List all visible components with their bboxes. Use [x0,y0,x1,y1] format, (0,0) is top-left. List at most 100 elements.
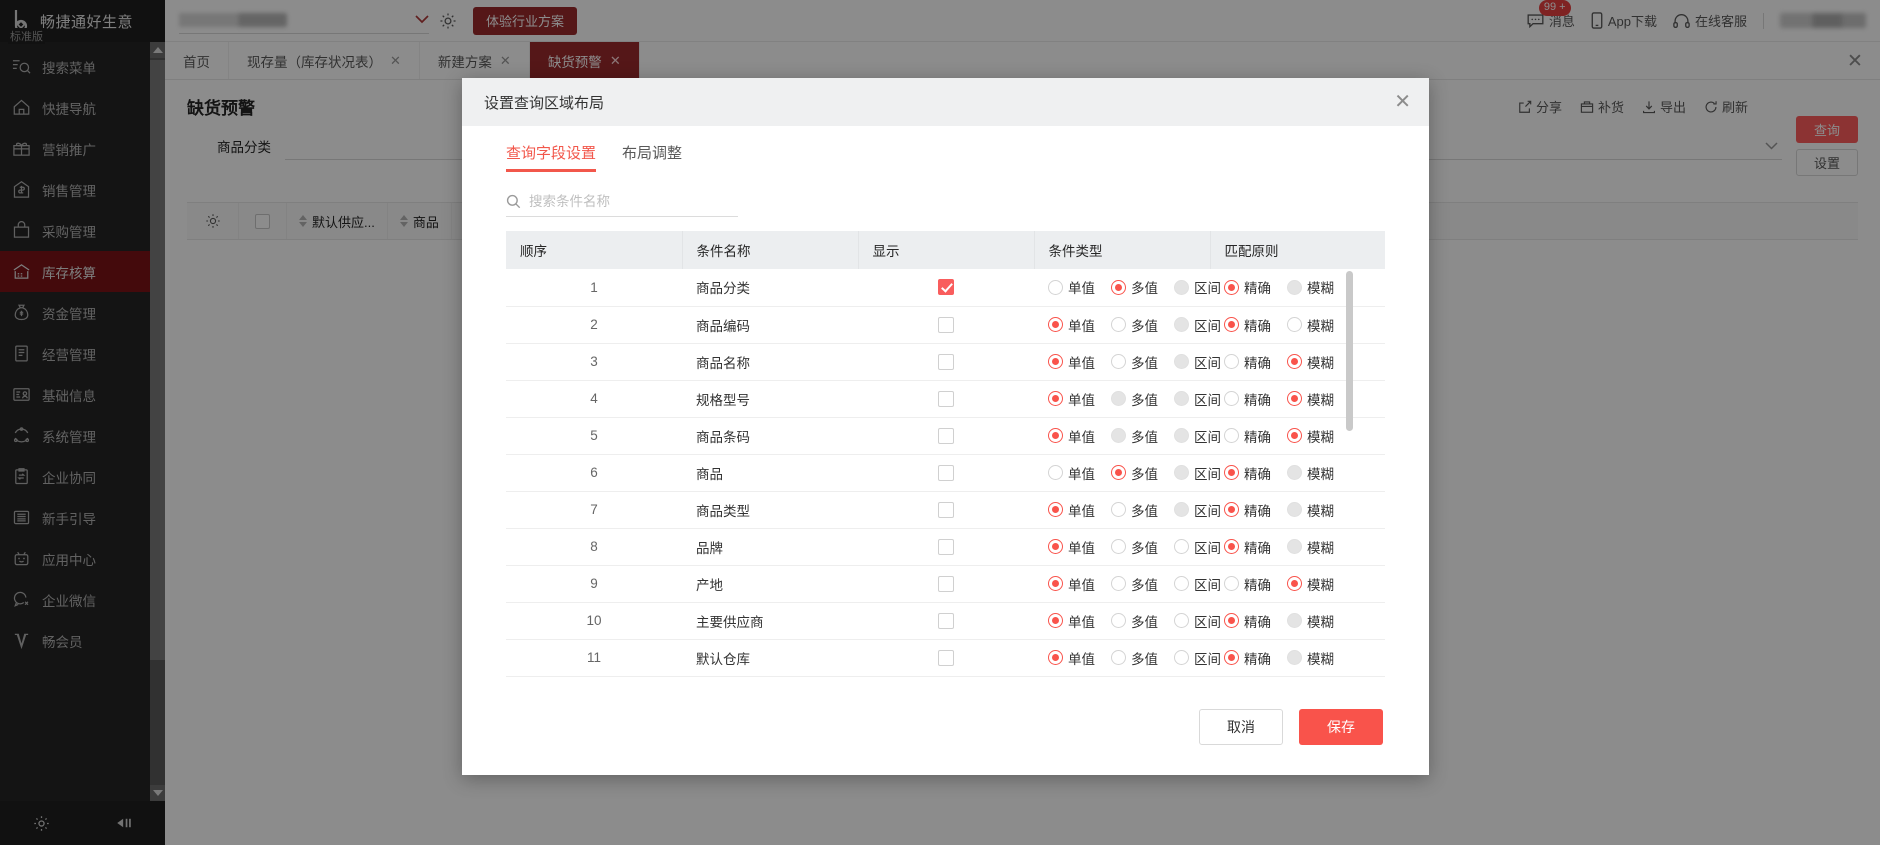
type-option-2[interactable]: 多值 [1111,277,1158,297]
sidebar-item-10[interactable]: 系统管理 [0,415,165,456]
gear-icon[interactable] [0,815,83,832]
sidebar-item-6[interactable]: 库存核算 [0,251,165,292]
export-tool[interactable]: 导出 [1642,97,1686,116]
user-name-redacted[interactable] [1780,13,1866,28]
sidebar-item-15[interactable]: 畅会员 [0,620,165,661]
type-option-3[interactable]: 区间 [1174,426,1221,446]
row-show-cell[interactable] [858,528,1034,566]
rule-option-2[interactable]: 模糊 [1287,648,1334,668]
radio-icon[interactable] [1111,354,1126,369]
condition-search-box[interactable] [506,187,738,217]
close-all-tabs-icon[interactable]: ✕ [1847,50,1863,72]
type-option-3[interactable]: 区间 [1174,500,1221,520]
industry-solution-button[interactable]: 体验行业方案 [473,6,578,35]
messages-entry[interactable]: 消息 99 + [1527,0,1575,30]
sidebar-item-11[interactable]: 企业协同 [0,456,165,497]
rule-option-1[interactable]: 精确 [1224,277,1271,297]
radio-icon[interactable] [1287,576,1302,591]
rule-option-2[interactable]: 模糊 [1287,426,1334,446]
sidebar-item-3[interactable]: 营销推广 [0,128,165,169]
type-option-2[interactable]: 多值 [1111,315,1158,335]
type-option-2[interactable]: 多值 [1111,389,1158,409]
rule-option-1[interactable]: 精确 [1224,315,1271,335]
radio-icon[interactable] [1048,576,1063,591]
close-icon[interactable]: ✕ [499,52,511,68]
type-option-1[interactable]: 单值 [1048,574,1095,594]
sidebar-item-13[interactable]: 应用中心 [0,538,165,579]
sidebar-item-12[interactable]: 新手引导 [0,497,165,538]
checkbox-icon[interactable] [938,390,954,407]
share-tool[interactable]: 分享 [1518,97,1562,116]
type-option-1[interactable]: 单值 [1048,648,1095,668]
sidebar-item-7[interactable]: 资金管理 [0,292,165,333]
radio-icon[interactable] [1048,465,1063,480]
type-option-3[interactable]: 区间 [1174,574,1221,594]
rule-option-2[interactable]: 模糊 [1287,352,1334,372]
checkbox-icon[interactable] [938,279,954,296]
refresh-tool[interactable]: 刷新 [1704,97,1748,116]
radio-icon[interactable] [1174,428,1189,443]
radio-icon[interactable] [1287,428,1302,443]
rule-option-1[interactable]: 精确 [1224,574,1271,594]
type-option-3[interactable]: 区间 [1174,389,1221,409]
radio-icon[interactable] [1111,428,1126,443]
type-option-3[interactable]: 区间 [1174,537,1221,557]
dialog-tab-1[interactable]: 查询字段设置 [506,142,597,172]
radio-icon[interactable] [1111,502,1126,517]
type-option-3[interactable]: 区间 [1174,352,1221,372]
type-option-2[interactable]: 多值 [1111,574,1158,594]
radio-icon[interactable] [1224,539,1239,554]
rule-option-1[interactable]: 精确 [1224,352,1271,372]
radio-icon[interactable] [1048,354,1063,369]
sidebar-item-9[interactable]: 基础信息 [0,374,165,415]
radio-icon[interactable] [1224,428,1239,443]
radio-icon[interactable] [1111,465,1126,480]
rule-option-2[interactable]: 模糊 [1287,463,1334,483]
radio-icon[interactable] [1174,354,1189,369]
row-show-cell[interactable] [858,639,1034,677]
org-selector[interactable] [179,8,429,34]
grid-select-all-checkbox[interactable] [239,203,287,239]
radio-icon[interactable] [1048,391,1063,406]
search-input[interactable] [529,194,738,209]
checkbox-icon[interactable] [938,649,954,666]
tab-2[interactable]: 现存量（库存状况表） ✕ [229,42,420,79]
type-option-1[interactable]: 单值 [1048,426,1095,446]
radio-icon[interactable] [1048,428,1063,443]
row-show-cell[interactable] [858,269,1034,307]
radio-icon[interactable] [1174,539,1189,554]
radio-icon[interactable] [1224,465,1239,480]
row-show-cell[interactable] [858,380,1034,418]
rule-option-2[interactable]: 模糊 [1287,277,1334,297]
close-icon[interactable]: ✕ [609,52,621,68]
checkbox-icon[interactable] [938,464,954,481]
type-option-2[interactable]: 多值 [1111,463,1158,483]
radio-icon[interactable] [1111,539,1126,554]
rule-option-1[interactable]: 精确 [1224,463,1271,483]
radio-icon[interactable] [1111,576,1126,591]
tab-1[interactable]: 首页 [165,42,229,79]
sidebar-item-14[interactable]: 企业微信 [0,579,165,620]
radio-icon[interactable] [1111,279,1126,295]
sidebar-item-5[interactable]: 采购管理 [0,210,165,251]
radio-icon[interactable] [1287,391,1302,406]
type-option-1[interactable]: 单值 [1048,500,1095,520]
rule-option-1[interactable]: 精确 [1224,389,1271,409]
row-show-cell[interactable] [858,565,1034,603]
condition-table-scrollbar[interactable] [1346,271,1353,431]
tab-4[interactable]: 缺货预警 ✕ [529,42,640,79]
rule-option-2[interactable]: 模糊 [1287,389,1334,409]
radio-icon[interactable] [1048,317,1063,332]
checkbox-icon[interactable] [938,501,954,518]
radio-icon[interactable] [1048,650,1063,665]
grid-col-default-supplier[interactable]: 默认供应... [287,203,388,239]
grid-col-product[interactable]: 商品 [388,203,452,239]
sidebar-item-2[interactable]: 快捷导航 [0,87,165,128]
dialog-tab-2[interactable]: 布局调整 [622,142,682,172]
sidebar-item-8[interactable]: 经营管理 [0,333,165,374]
type-option-2[interactable]: 多值 [1111,648,1158,668]
type-option-2[interactable]: 多值 [1111,537,1158,557]
save-button[interactable]: 保存 [1299,709,1383,745]
grid-settings-gear-icon[interactable] [187,203,239,239]
chevron-down-icon[interactable] [1765,139,1778,153]
